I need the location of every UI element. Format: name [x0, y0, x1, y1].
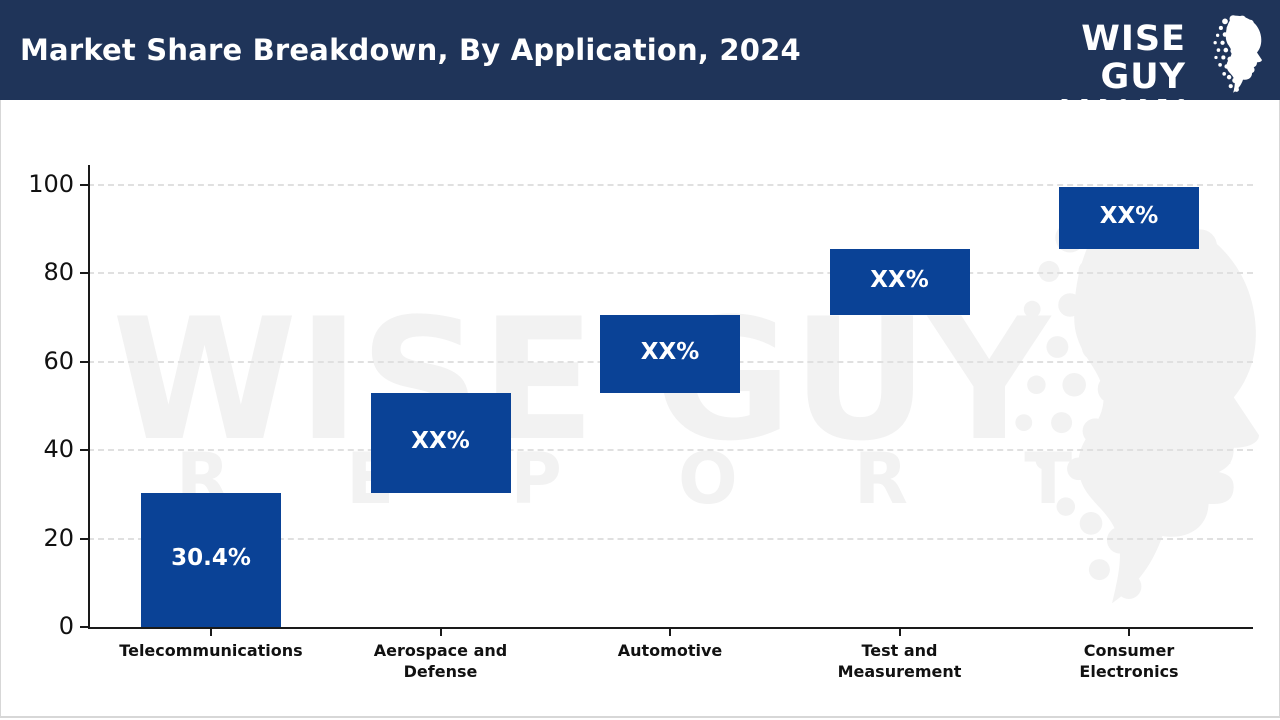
y-tick-0 — [80, 626, 88, 628]
wiseguy-logo: WISE GUY REPORTS — [1010, 6, 1270, 111]
wiseguy-face-icon — [1213, 15, 1262, 93]
wiseguy-logo-text: WISE GUY REPORTS — [1010, 20, 1186, 112]
x-tick-telecommunications — [210, 629, 212, 636]
bar-value-label-aerospace-and: XX% — [411, 427, 470, 454]
wiseguy-logo-line2: REPORTS — [1060, 97, 1196, 111]
gridline-80 — [88, 272, 1253, 275]
bar-value-label-telecommunications: 30.4% — [171, 544, 251, 571]
category-label-consumer: Consumer Electronics — [1079, 641, 1179, 681]
y-axis-line — [88, 165, 90, 629]
category-label-aerospace-and: Aerospace and Defense — [373, 641, 508, 681]
wiseguy-logo-line1: WISE GUY — [1081, 19, 1186, 97]
y-tick-80 — [80, 272, 88, 275]
bar-test-and — [829, 249, 970, 316]
category-label-telecommunications: Telecommunications — [119, 641, 303, 660]
y-tick-100 — [80, 184, 88, 186]
gridline-100 — [88, 184, 1253, 186]
gridline-40 — [88, 449, 1253, 452]
x-tick-consumer — [1128, 629, 1130, 636]
y-tick-20 — [80, 537, 88, 540]
y-tick-label-40: 40 — [43, 435, 74, 464]
y-tick-label-60: 60 — [43, 346, 74, 375]
category-label-test-and: Test and Measurement — [837, 641, 962, 681]
y-tick-label-100: 100 — [28, 170, 74, 198]
y-tick-label-0: 0 — [58, 612, 74, 640]
bar-telecommunications — [141, 492, 281, 627]
chart-title: Market Share Breakdown, By Application, … — [20, 33, 801, 67]
y-tick-40 — [80, 449, 88, 452]
x-tick-automotive — [669, 629, 671, 636]
bar-value-label-automotive: XX% — [640, 339, 700, 366]
y-tick-label-20: 20 — [43, 523, 74, 552]
category-label-automotive: Automotive — [617, 641, 723, 660]
bar-automotive — [600, 315, 740, 393]
x-tick-test-and — [898, 629, 901, 636]
header-banner: Market Share Breakdown, By Application, … — [0, 0, 1280, 111]
bar-consumer — [1059, 187, 1199, 250]
x-tick-aerospace-and — [439, 629, 442, 636]
bar-aerospace-and — [370, 392, 511, 493]
gridline-20 — [88, 537, 1253, 540]
y-tick-label-80: 80 — [43, 258, 74, 287]
y-tick-60 — [80, 360, 88, 363]
x-axis-line — [88, 627, 1253, 629]
bar-value-label-consumer: XX% — [1099, 203, 1159, 230]
bar-value-label-test-and: XX% — [870, 267, 929, 294]
